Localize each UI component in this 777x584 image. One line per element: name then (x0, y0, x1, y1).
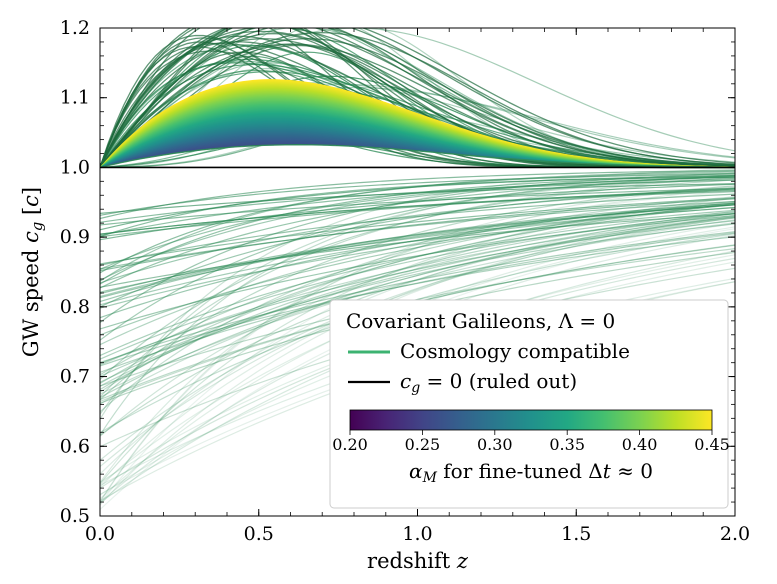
x-tick-label: 1.5 (561, 523, 591, 545)
y-tick-label: 1.0 (60, 156, 90, 178)
colorbar-tick-label: 0.25 (405, 435, 441, 454)
colorbar-tick-label: 0.45 (694, 435, 730, 454)
chart-root: redshift z GW speed cg [c] Covariant Galil… (0, 0, 777, 584)
chart-svg: redshift z GW speed cg [c] Covariant Galil… (0, 0, 777, 584)
y-tick-label: 0.5 (60, 505, 90, 527)
legend-entry-label: cg = 0 (ruled out) (400, 369, 577, 396)
x-axis-label: redshift z (367, 549, 469, 573)
legend-title: Covariant Galileons, Λ = 0 (346, 309, 615, 333)
colorbar-tick-label: 0.30 (477, 435, 513, 454)
y-tick-label: 1.2 (60, 17, 90, 39)
colorbar-tick-label: 0.40 (622, 435, 658, 454)
y-tick-label: 0.9 (60, 226, 90, 248)
legend-colorbar (350, 410, 712, 430)
x-tick-label: 1.0 (402, 523, 432, 545)
x-tick-label: 2.0 (720, 523, 750, 545)
y-tick-label: 0.7 (60, 366, 90, 388)
legend-entry-label: Cosmology compatible (400, 339, 630, 363)
legend-layer: Covariant Galileons, Λ = 0 Cosmology comp… (330, 300, 728, 508)
x-tick-label: 0.5 (244, 523, 274, 545)
colorbar-label: αM for fine-tuned Δt ≈ 0 (409, 459, 653, 486)
colorbar-tick-label: 0.35 (549, 435, 585, 454)
y-tick-label: 1.1 (60, 87, 90, 109)
y-axis-label: GW speed cg [c] (19, 187, 46, 357)
y-tick-label: 0.8 (60, 296, 90, 318)
y-tick-label: 0.6 (60, 435, 90, 457)
colorbar-tick-label: 0.20 (332, 435, 368, 454)
